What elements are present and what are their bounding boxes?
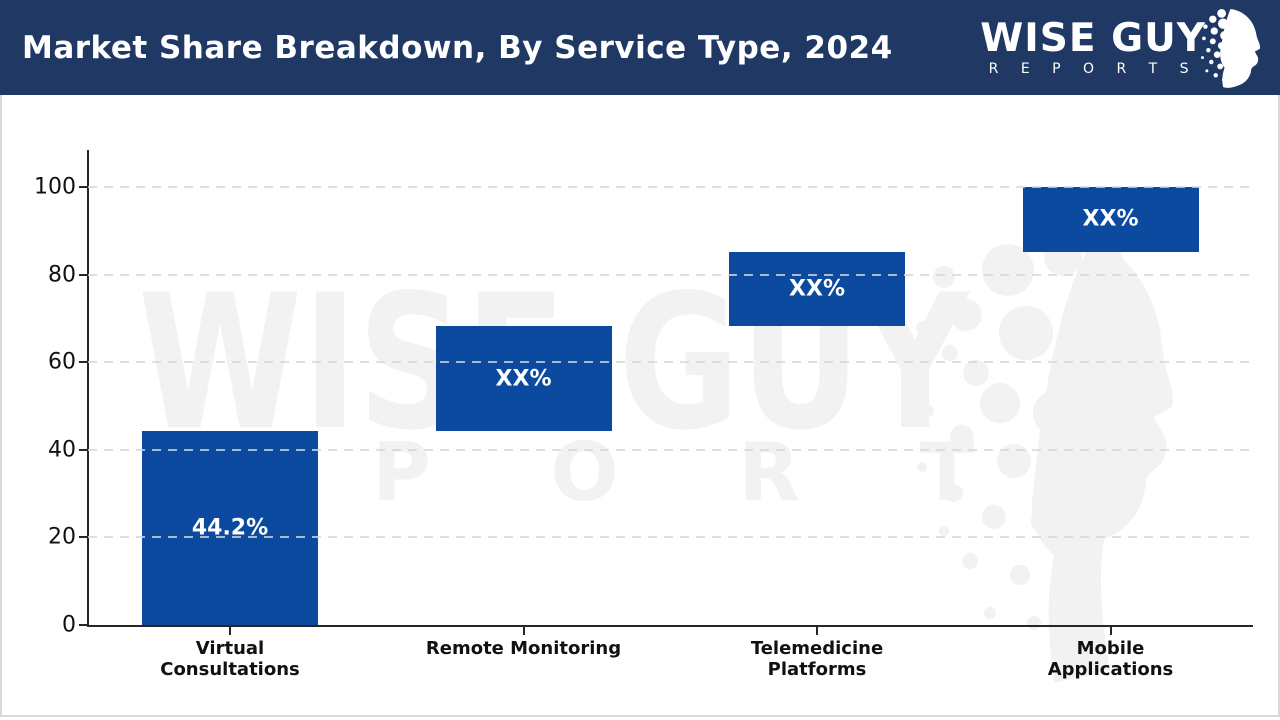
- y-tick-label: 20: [48, 524, 76, 550]
- gridline: [88, 448, 1253, 451]
- bar-value-label: XX%: [495, 366, 552, 392]
- x-category-label: Mobile Applications: [1047, 638, 1174, 681]
- gridline: [88, 273, 1253, 276]
- y-tick-label: 100: [34, 174, 76, 200]
- bar-value-label: XX%: [1082, 206, 1139, 232]
- gridline: [88, 361, 1253, 364]
- wise-guy-logo: WISE GUY R E P O R T S: [980, 6, 1266, 90]
- y-tick-mark: [79, 448, 87, 451]
- bar-value-label: 44.2%: [191, 515, 269, 541]
- logo-subname: R E P O R T S: [988, 61, 1198, 78]
- page-title: Market Share Breakdown, By Service Type,…: [22, 29, 893, 66]
- y-tick-label: 80: [48, 262, 76, 288]
- logo-head-icon: [1201, 8, 1261, 88]
- y-tick-mark: [79, 273, 87, 276]
- x-tick-mark: [1109, 627, 1112, 635]
- bar-segment: [1022, 187, 1199, 252]
- bar-segment: [435, 326, 612, 432]
- x-category-label: Telemedicine Platforms: [750, 638, 884, 681]
- x-axis-line: [87, 625, 1253, 627]
- gridline: [88, 186, 1253, 188]
- y-tick-label: 0: [62, 612, 76, 638]
- gridline: [88, 536, 1253, 539]
- chart-area: WISE GUY P O R T S 44.2%XX%XX%XX% 020406…: [0, 95, 1280, 717]
- y-tick-mark: [79, 624, 87, 626]
- panel-border-bottom: [0, 715, 1280, 717]
- y-tick-mark: [79, 361, 87, 364]
- bar-segment: [142, 431, 318, 625]
- y-tick-label: 40: [48, 437, 76, 463]
- logo-name: WISE GUY: [980, 15, 1206, 61]
- y-tick-mark: [79, 186, 87, 188]
- x-category-label: Remote Monitoring: [425, 638, 622, 659]
- bar-segment: [729, 251, 905, 327]
- panel-border-right: [1278, 95, 1280, 717]
- header-bar: Market Share Breakdown, By Service Type,…: [0, 0, 1280, 95]
- y-axis-line: [87, 150, 89, 627]
- panel-border-left: [0, 95, 2, 717]
- x-tick-mark: [816, 627, 818, 635]
- y-tick-mark: [79, 536, 87, 539]
- x-tick-mark: [522, 627, 525, 635]
- bar-value-label: XX%: [789, 276, 845, 302]
- logo-text: WISE GUY R E P O R T S: [980, 15, 1206, 78]
- watermark-head-icon: [916, 238, 1173, 683]
- y-tick-label: 60: [48, 349, 76, 375]
- x-tick-mark: [229, 627, 231, 635]
- x-category-label: Virtual Consultations: [160, 638, 300, 681]
